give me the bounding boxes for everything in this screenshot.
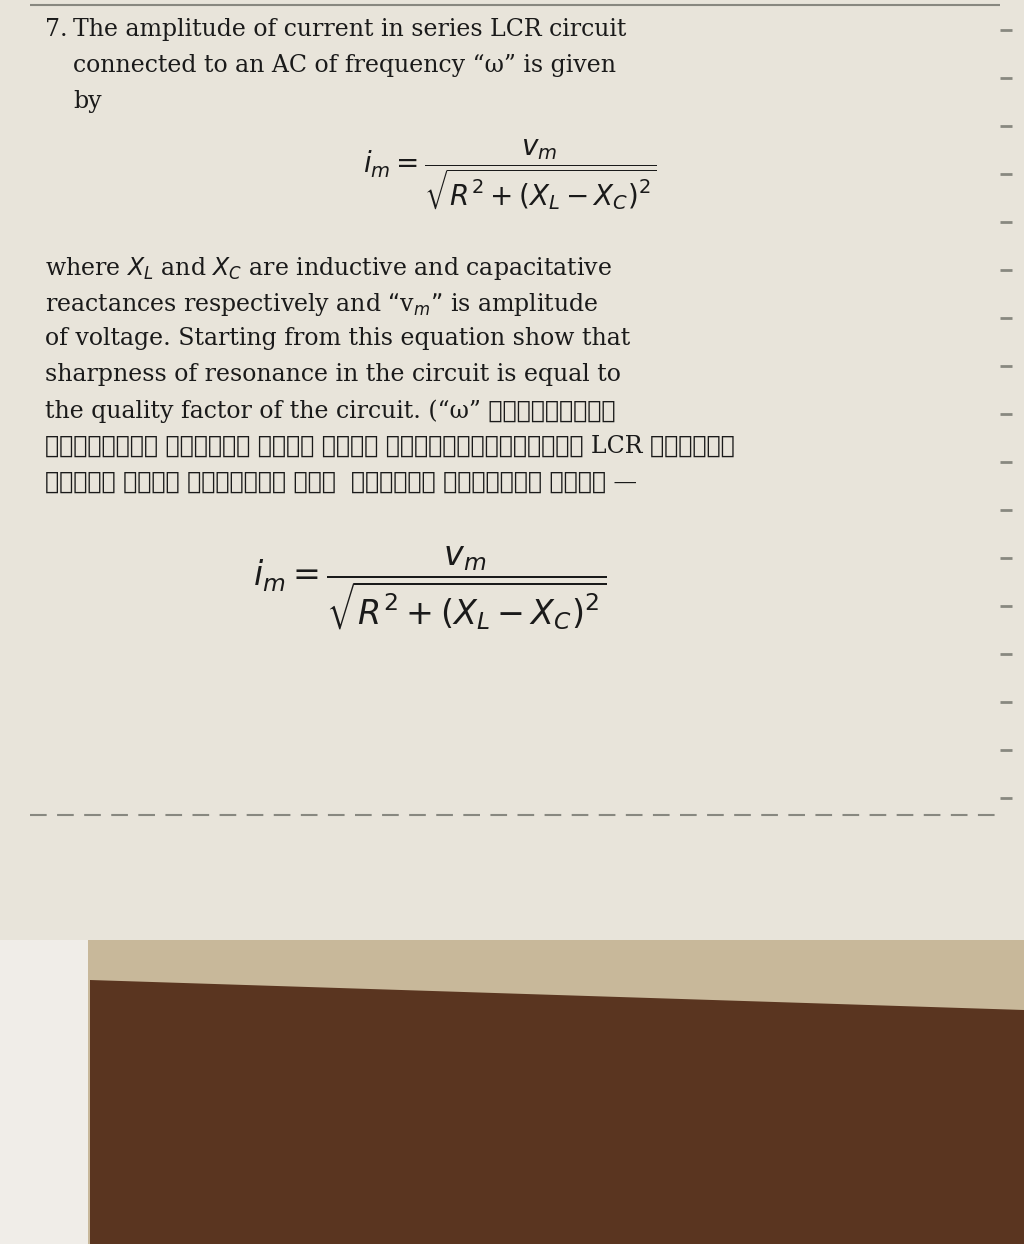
Bar [0, 940, 88, 1244]
Text: where $X_L$ and $X_C$ are inductive and capacitative: where $X_L$ and $X_C$ are inductive and … [45, 255, 611, 282]
Text: the quality factor of the circuit. (“ω” কম্পনাংকর: the quality factor of the circuit. (“ω” … [45, 399, 615, 423]
Text: পৰিবৰ্তী প্ৰাহৰ উৎসৰ সৈতে শ্ৰেণীবদ্ধভাৰে LCR বৰ্তনী: পৰিবৰ্তী প্ৰাহৰ উৎসৰ সৈতে শ্ৰেণীবদ্ধভাৰে… [45, 435, 735, 458]
Text: The amplitude of current in series LCR circuit: The amplitude of current in series LCR c… [73, 17, 627, 41]
Bar [0, 940, 1024, 1244]
Text: of voltage. Starting from this equation show that: of voltage. Starting from this equation … [45, 327, 630, 350]
Text: connected to an AC of frequency “ω” is given: connected to an AC of frequency “ω” is g… [73, 53, 616, 77]
Text: 7.: 7. [45, 17, 68, 41]
Text: $i_m = \dfrac{v_m}{\sqrt{R^2 + (X_L - X_C)^2}}$: $i_m = \dfrac{v_m}{\sqrt{R^2 + (X_L - X_… [364, 138, 657, 213]
Text: by: by [73, 90, 101, 113]
Text: $i_m = \dfrac{v_m}{\sqrt{R^2 + (X_L - X_C)^2}}$: $i_m = \dfrac{v_m}{\sqrt{R^2 + (X_L - X_… [253, 545, 607, 632]
Text: reactances respectively and “v$_m$” is amplitude: reactances respectively and “v$_m$” is a… [45, 291, 599, 318]
Text: sharpness of resonance in the circuit is equal to: sharpness of resonance in the circuit is… [45, 363, 621, 386]
Polygon shape [90, 980, 1024, 1244]
Text: সংযোগ কৰাত বৰ্তনীত থকা  প্ৰাহৰ বিস্তাৰ হৰ্ব —: সংযোগ কৰাত বৰ্তনীত থকা প্ৰাহৰ বিস্তাৰ হৰ… [45, 471, 637, 494]
